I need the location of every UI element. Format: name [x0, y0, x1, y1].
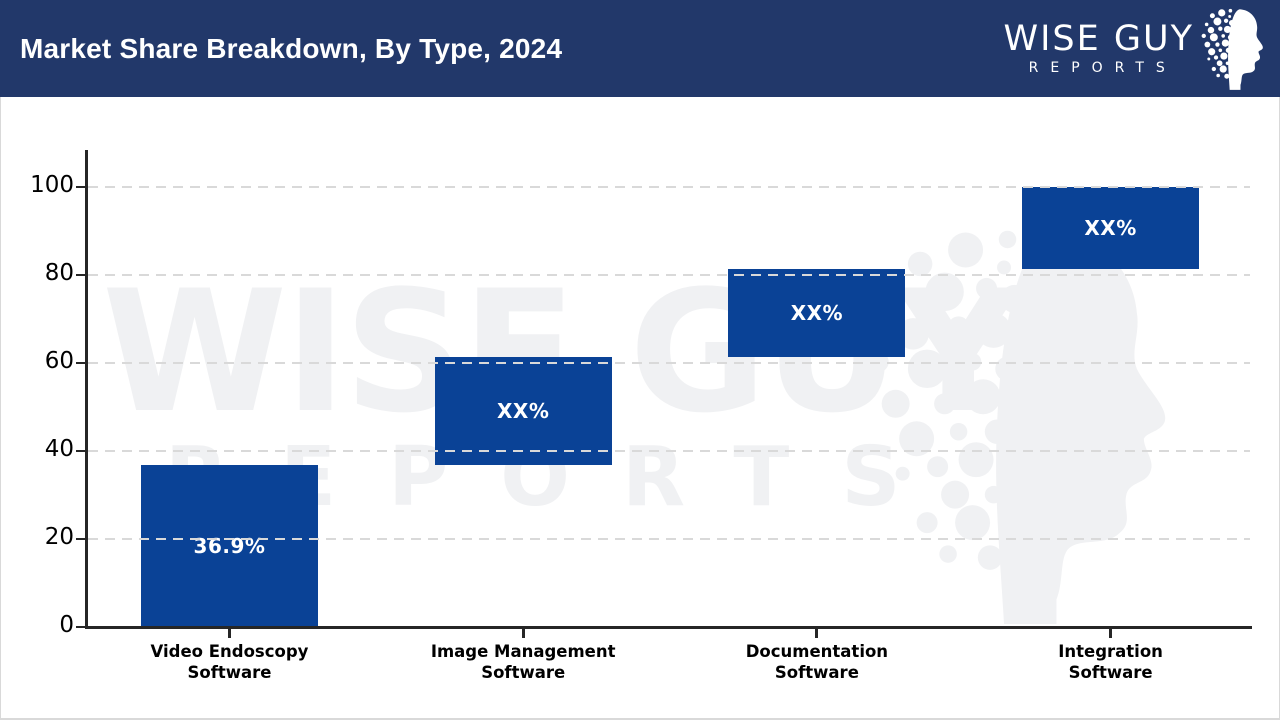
x-tick-mark — [521, 629, 525, 638]
gridline — [88, 274, 1250, 276]
x-tick-mark — [228, 629, 231, 638]
brand-wordmark: WISE GUY REPORTS — [1003, 19, 1194, 76]
x-tick-mark — [1109, 629, 1113, 638]
y-tick-mark — [76, 538, 86, 540]
image-border-bottom — [0, 718, 1280, 720]
bar: XX% — [434, 356, 612, 465]
gridline — [88, 538, 1250, 540]
x-tick-mark — [815, 629, 819, 638]
brand-logo: WISE GUY REPORTS — [1003, 7, 1270, 90]
gridline — [88, 362, 1250, 364]
bar: 36.9% — [141, 464, 318, 627]
page-title: Market Share Breakdown, By Type, 2024 — [20, 32, 563, 64]
brand-subtitle: REPORTS — [1028, 60, 1177, 76]
x-category-label: Integration Software — [1058, 642, 1163, 683]
bar: XX% — [728, 268, 906, 357]
header-bar: Market Share Breakdown, By Type, 2024 WI… — [0, 0, 1280, 97]
y-tick-mark — [76, 186, 86, 188]
y-tick-label: 60 — [44, 348, 74, 374]
bar-value-label: XX% — [1084, 215, 1137, 240]
y-tick-mark — [76, 362, 86, 364]
x-category-label: Video Endoscopy Software — [150, 642, 309, 683]
y-tick-label: 20 — [44, 524, 74, 550]
y-tick-mark — [76, 450, 86, 452]
bar: XX% — [1022, 187, 1200, 269]
y-tick-mark — [76, 274, 86, 276]
x-axis-line — [85, 626, 1252, 629]
y-axis-line — [85, 150, 88, 629]
bar-value-label: XX% — [790, 300, 844, 325]
bar-value-label: 36.9% — [193, 533, 266, 558]
image-border-left — [0, 97, 1, 720]
y-tick-label: 80 — [44, 260, 74, 286]
y-tick-label: 100 — [30, 172, 74, 198]
gridline — [88, 450, 1250, 452]
gridline — [88, 186, 1250, 188]
x-category-label: Documentation Software — [745, 642, 889, 683]
y-tick-label: 0 — [59, 612, 74, 638]
y-tick-label: 40 — [44, 436, 74, 462]
bar-value-label: XX% — [496, 398, 550, 423]
brand-name: WISE GUY — [1003, 19, 1194, 59]
wiseguy-face-icon — [1201, 8, 1263, 90]
y-tick-mark — [76, 626, 86, 628]
x-category-label: Image Management Software — [430, 642, 616, 683]
